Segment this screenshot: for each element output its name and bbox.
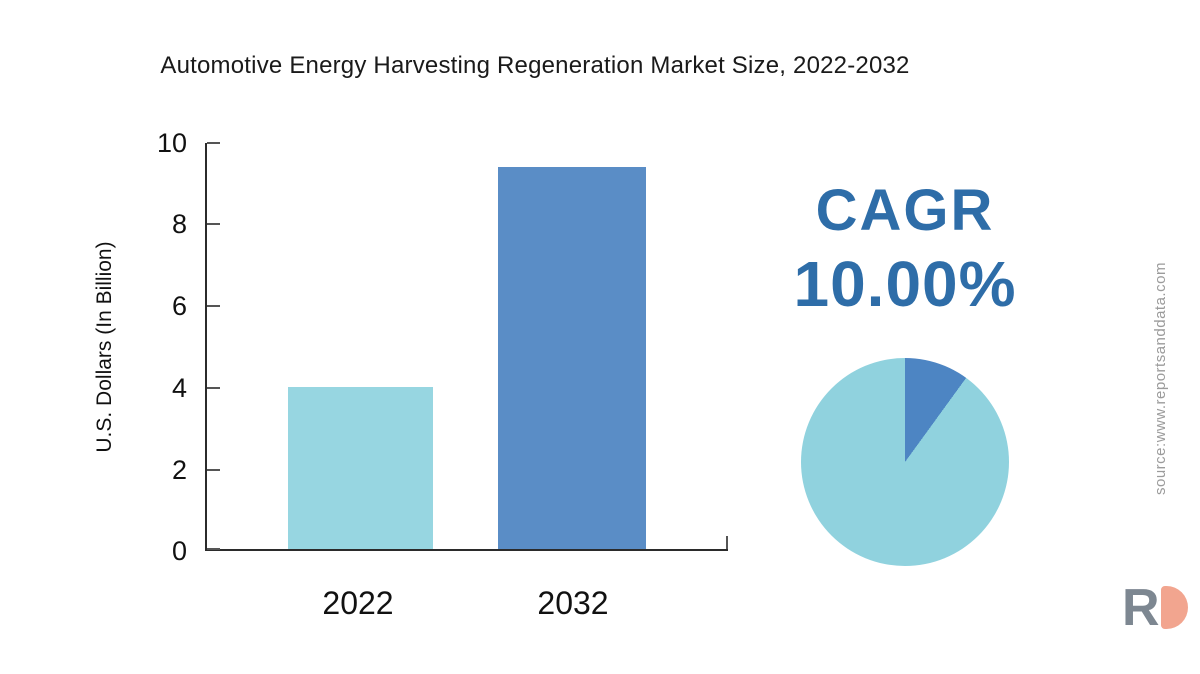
logo-shape-d (1160, 586, 1188, 629)
y-tick-mark (207, 387, 220, 389)
y-tick-mark (207, 469, 220, 471)
bar-2022 (288, 386, 433, 549)
cagr-value: 10.00% (793, 248, 1017, 320)
source-watermark: source:www.reportsanddata.com (1152, 262, 1169, 495)
plot-area (205, 142, 728, 551)
cagr-label: CAGR (815, 178, 995, 243)
x-tick-label-2022: 2022 (322, 585, 394, 621)
x-axis-end-tick-mark (726, 536, 728, 549)
y-tick-label-8: 8 (171, 209, 187, 239)
cagr-callout: CAGR 10.00% (760, 178, 1050, 320)
y-tick-mark (207, 223, 220, 225)
y-tick-mark (207, 142, 220, 144)
bar-2032 (498, 167, 646, 549)
y-tick-mark (207, 305, 220, 307)
reportsanddata-logo: R (1122, 579, 1188, 637)
y-axis-title: U.S. Dollars (In Billion) (93, 241, 116, 453)
x-tick-label-2032: 2032 (537, 585, 609, 621)
y-tick-label-10: 10 (156, 128, 187, 158)
y-tick-label-4: 4 (171, 373, 187, 403)
y-tick-mark (207, 548, 220, 550)
chart-title: Automotive Energy Harvesting Regeneratio… (160, 52, 910, 79)
y-tick-label-0: 0 (171, 536, 187, 566)
y-tick-label-6: 6 (171, 291, 187, 321)
cagr-pie-chart (801, 358, 1009, 566)
logo-letter-r: R (1122, 579, 1160, 637)
y-tick-label-2: 2 (171, 455, 187, 485)
